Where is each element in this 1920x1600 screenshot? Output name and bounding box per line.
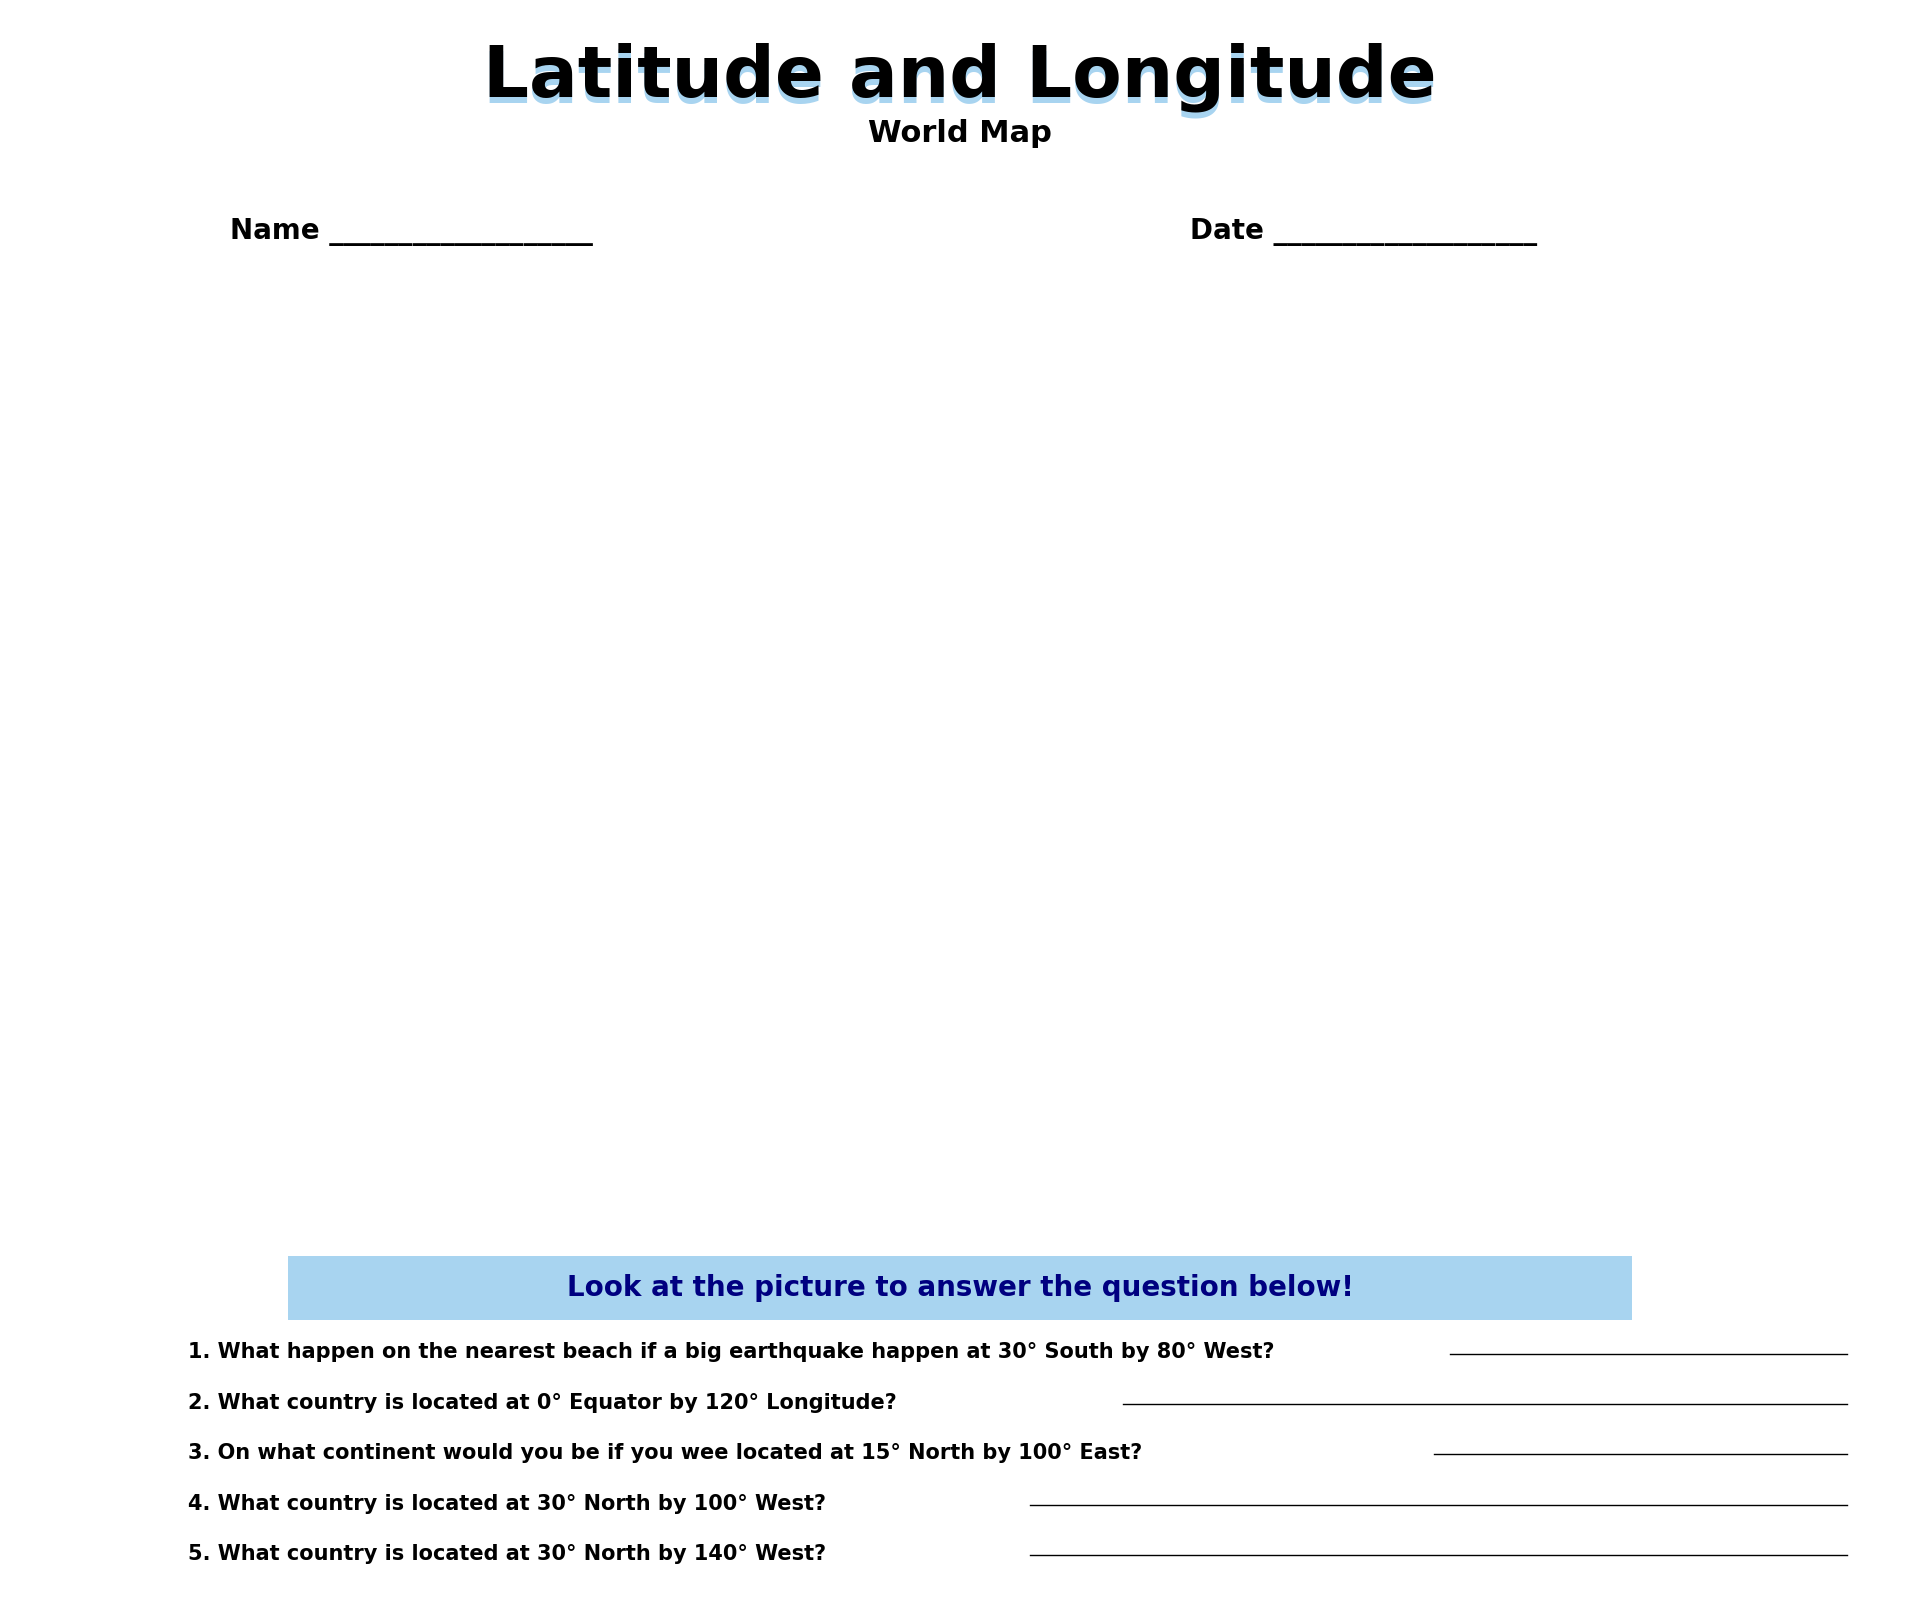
Text: 3. On what continent would you be if you wee located at 15° North by 100° East?: 3. On what continent would you be if you… <box>188 1443 1142 1462</box>
Text: Name ___________________: Name ___________________ <box>230 218 593 246</box>
Text: 1. What happen on the nearest beach if a big earthquake happen at 30° South by 8: 1. What happen on the nearest beach if a… <box>188 1342 1275 1362</box>
Text: Date ___________________: Date ___________________ <box>1190 218 1538 246</box>
Text: Latitude and Longitude: Latitude and Longitude <box>484 42 1436 112</box>
Text: 2. What country is located at 0° Equator by 120° Longitude?: 2. What country is located at 0° Equator… <box>188 1392 897 1413</box>
FancyBboxPatch shape <box>261 1254 1659 1322</box>
Text: Latitude and Longitude: Latitude and Longitude <box>484 48 1436 117</box>
Text: 5. What country is located at 30° North by 140° West?: 5. What country is located at 30° North … <box>188 1544 826 1565</box>
Text: Look at the picture to answer the question below!: Look at the picture to answer the questi… <box>566 1274 1354 1302</box>
Text: World Map: World Map <box>868 118 1052 149</box>
Text: 4. What country is located at 30° North by 100° West?: 4. What country is located at 30° North … <box>188 1494 826 1514</box>
